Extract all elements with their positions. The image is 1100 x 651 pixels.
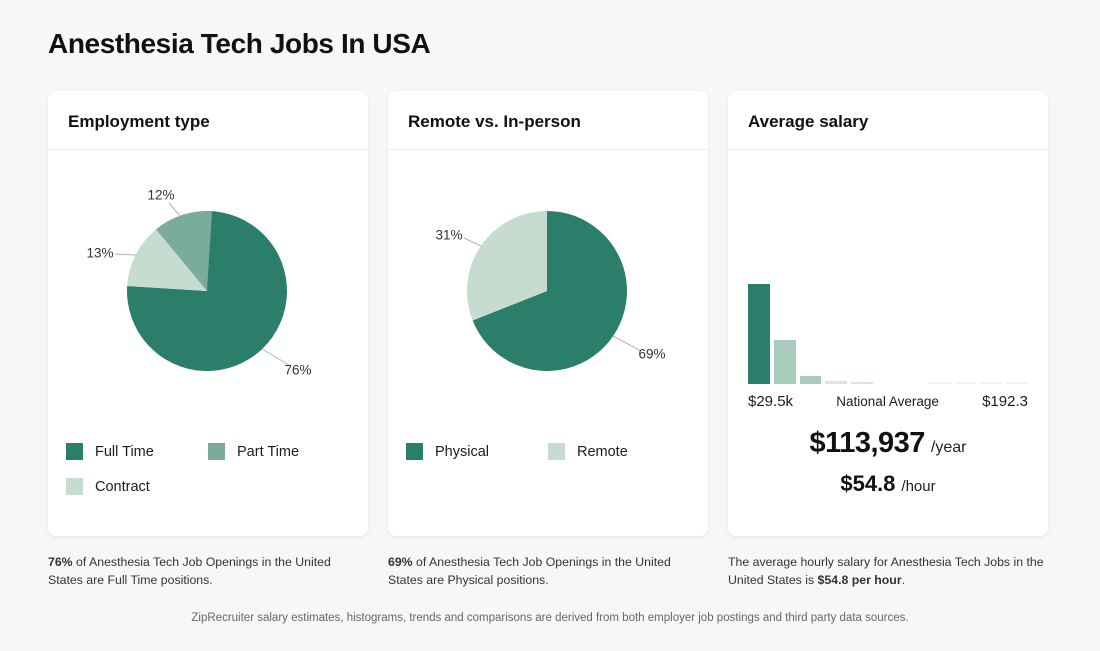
caption-text-physical: of Anesthesia Tech Job Openings in the U… <box>388 555 671 587</box>
pie-label-full-time: 76% <box>284 362 312 378</box>
employment-type-card: Employment type 12% 13% 76% Full Time Pa… <box>48 91 368 536</box>
salary-per-hour: $54.8/hour <box>748 471 1028 497</box>
axis-label-national-average: National Average <box>836 394 939 409</box>
leader-line-part-time <box>168 202 181 217</box>
salary-year-value: $113,937 <box>809 427 926 459</box>
remote-vs-inperson-card-title: Remote vs. In-person <box>388 91 708 150</box>
caption-highlight-salary: $54.8 per hour <box>817 572 902 587</box>
leader-line-physical <box>612 335 642 352</box>
pie-slice-physical <box>472 211 628 371</box>
average-salary-card-title: Average salary <box>728 91 1048 150</box>
legend-item-remote: Remote <box>548 443 690 460</box>
pie-slice-contract <box>127 229 207 291</box>
caption-text-salary-pre: The average hourly salary for Anesthesia… <box>728 555 1044 587</box>
footer-disclaimer: ZipRecruiter salary estimates, histogram… <box>191 611 909 624</box>
average-salary-caption: The average hourly salary for Anesthesia… <box>728 554 1048 590</box>
pie-label-remote: 31% <box>435 227 463 243</box>
pie-slice-part-time <box>156 211 213 291</box>
legend-swatch-physical <box>406 443 423 460</box>
caption-highlight-full-time: 76% <box>48 555 73 569</box>
legend-item-contract: Contract <box>66 478 208 495</box>
page-title: Anesthesia Tech Jobs In USA <box>48 28 431 59</box>
cards-row: Employment type 12% 13% 76% Full Time Pa… <box>48 91 1052 536</box>
histogram-bar <box>825 381 848 384</box>
remote-vs-inperson-caption: 69% of Anesthesia Tech Job Openings in t… <box>388 554 708 590</box>
axis-label-min: $29.5k <box>748 393 794 410</box>
salary-histogram <box>748 284 1028 384</box>
legend-label-full-time: Full Time <box>95 443 154 460</box>
average-salary-body: $29.5k National Average $192.3 $113,937/… <box>728 150 1048 536</box>
legend-label-physical: Physical <box>435 443 489 460</box>
legend-swatch-contract <box>66 478 83 495</box>
histogram-bar <box>980 382 1003 384</box>
captions-row: 76% of Anesthesia Tech Job Openings in t… <box>48 554 1052 590</box>
remote-vs-inperson-pie-svg <box>463 211 642 371</box>
legend-label-remote: Remote <box>577 443 628 460</box>
leader-line-contract <box>114 253 137 256</box>
legend-label-part-time: Part Time <box>237 443 300 460</box>
pie-label-part-time: 12% <box>147 187 175 203</box>
caption-text-salary-post: . <box>901 572 906 587</box>
histogram-bar <box>928 382 951 384</box>
average-salary-card: Average salary $29.5k National Average $… <box>728 91 1048 536</box>
legend-item-full-time: Full Time <box>66 443 208 460</box>
histogram-bar <box>799 376 822 384</box>
remote-vs-inperson-pie-chart: 31% 69% <box>388 150 708 437</box>
caption-text-full-time: of Anesthesia Tech Job Openings in the U… <box>48 555 331 587</box>
leader-line-remote <box>463 237 482 247</box>
legend-item-part-time: Part Time <box>208 443 350 460</box>
remote-vs-inperson-legend: Physical Remote <box>388 437 708 478</box>
salary-year-unit: /year <box>930 439 967 456</box>
histogram-bar <box>773 340 796 384</box>
employment-type-caption: 76% of Anesthesia Tech Job Openings in t… <box>48 554 368 590</box>
leader-line-full-time <box>261 348 290 366</box>
histogram-bar <box>748 284 770 384</box>
salary-hour-unit: /hour <box>901 478 936 495</box>
legend-label-contract: Contract <box>95 478 150 495</box>
remote-vs-inperson-card: Remote vs. In-person 31% 69% Physical Re… <box>388 91 708 536</box>
legend-item-physical: Physical <box>406 443 548 460</box>
pie-slice-remote <box>467 211 547 321</box>
axis-label-max: $192.3 <box>982 393 1028 410</box>
employment-type-card-title: Employment type <box>48 91 368 150</box>
histogram-bar <box>954 382 977 384</box>
caption-highlight-physical: 69% <box>388 555 413 569</box>
pie-slice-full-time <box>127 211 288 371</box>
salary-axis-row: $29.5k National Average $192.3 <box>748 393 1028 410</box>
histogram-bar <box>1006 382 1028 384</box>
employment-type-pie-chart: 12% 13% 76% <box>48 150 368 437</box>
employment-type-pie-slices <box>127 211 288 371</box>
salary-per-year: $113,937/year <box>748 427 1028 460</box>
remote-vs-inperson-pie-slices <box>467 211 628 371</box>
employment-type-legend: Full Time Part Time Contract <box>48 437 368 513</box>
histogram-bar <box>851 382 874 384</box>
legend-swatch-remote <box>548 443 565 460</box>
pie-label-physical: 69% <box>638 346 666 362</box>
pie-label-contract: 13% <box>86 245 114 261</box>
employment-type-pie-svg <box>114 202 290 371</box>
legend-swatch-full-time <box>66 443 83 460</box>
salary-hour-value: $54.8 <box>840 471 896 496</box>
legend-swatch-part-time <box>208 443 225 460</box>
